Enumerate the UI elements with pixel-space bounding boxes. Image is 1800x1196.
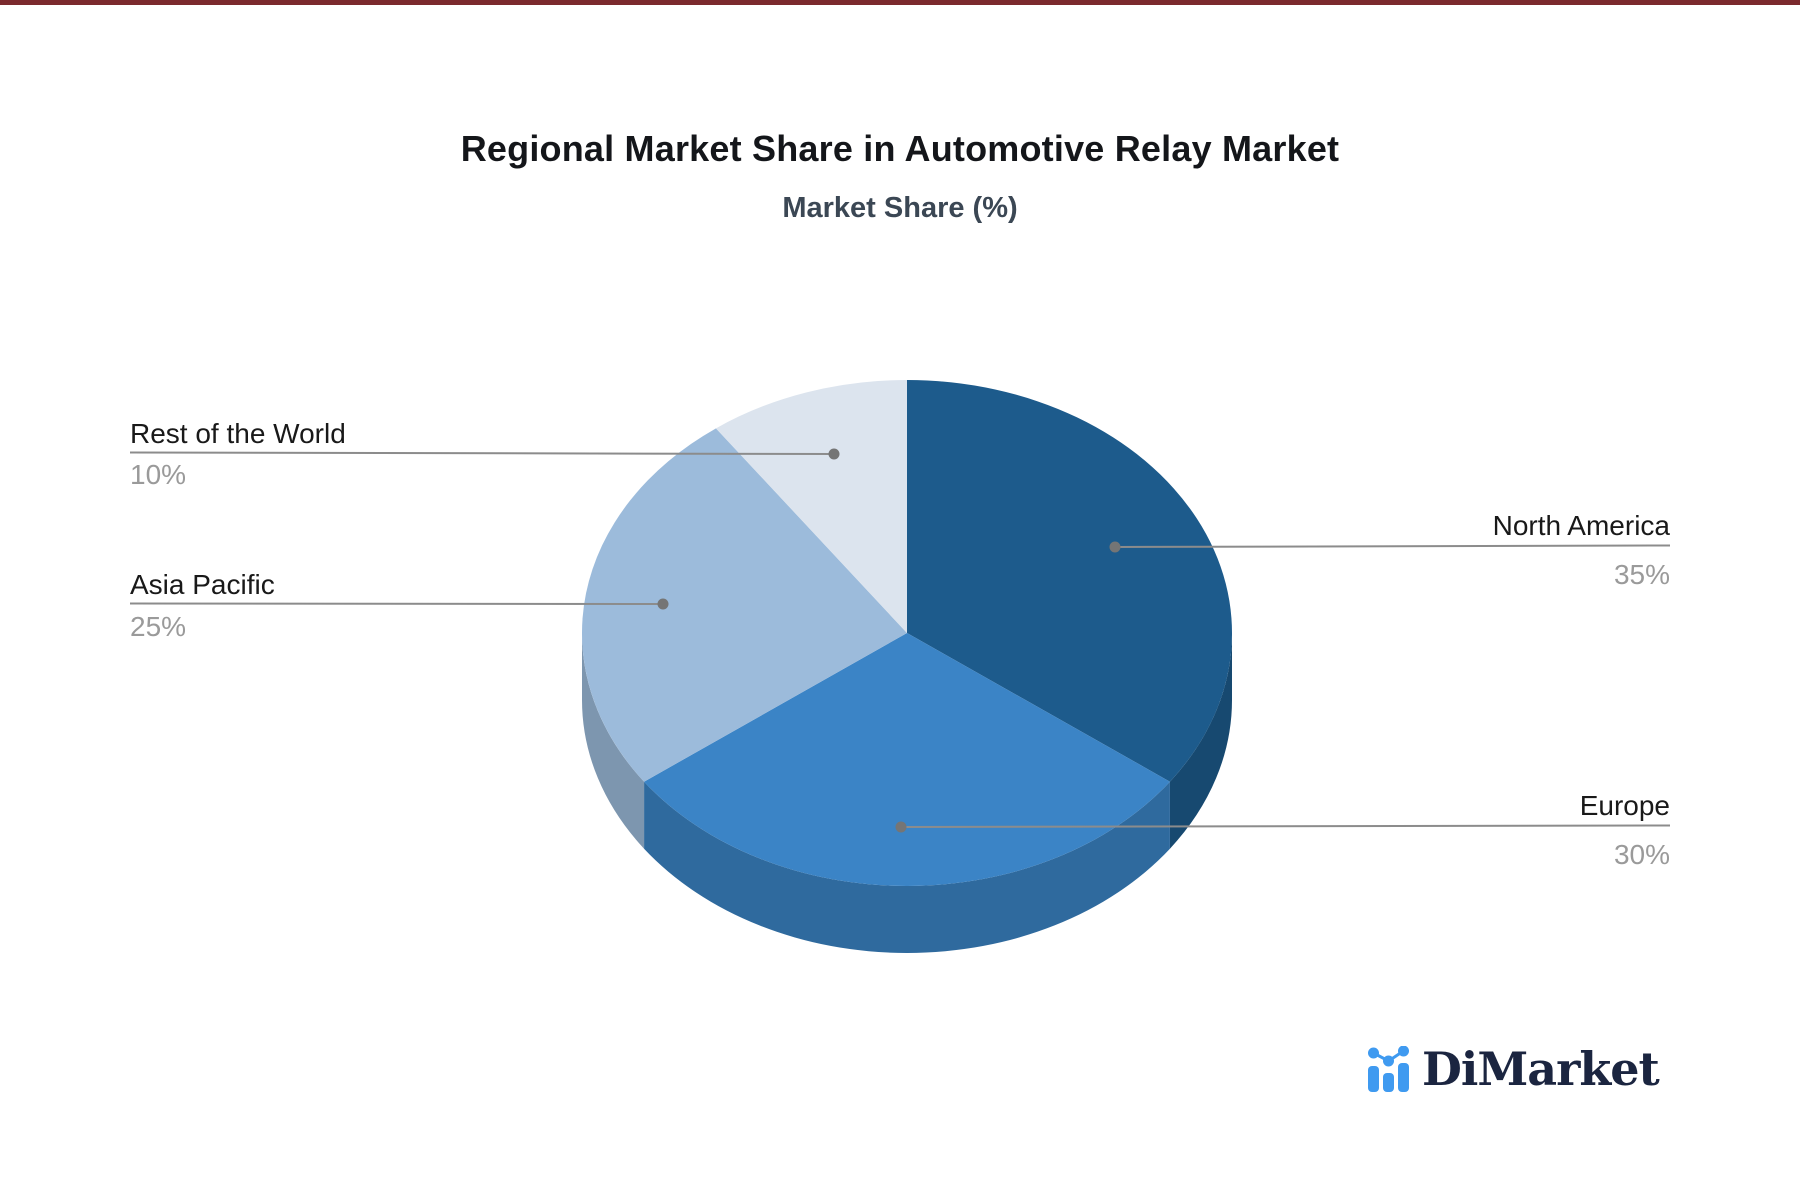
callout-dot [895,821,907,833]
pie-slice-rest-of-the-world[interactable] [715,380,907,633]
slice-value: 35% [1613,559,1670,591]
slice-callout-north-america: North America 35% [1493,511,1670,590]
slice-value: 30% [1613,839,1670,871]
pie-slice-europe[interactable] [644,633,1170,886]
top-accent-bar [0,0,1800,5]
chart-title: Regional Market Share in Automotive Rela… [460,128,1340,169]
slice-label: Asia Pacific [130,569,275,600]
callout-line [900,824,1671,828]
pie-slice-side [1169,633,1232,849]
slice-callout-europe: Europe 30% [1580,791,1670,870]
slice-callout-asia-pacific: Asia Pacific 25% [130,570,275,642]
chart-header: Regional Market Share in Automotive Rela… [0,128,1800,225]
callout-dot [1109,541,1121,553]
chart-subtitle: Market Share (%) [782,192,1018,224]
callout-dot [657,598,669,610]
slice-label: Europe [1579,790,1670,821]
callout-dot [828,448,840,460]
slice-value: 25% [130,611,187,643]
callout-line [129,451,835,455]
dimarket-logo: DiMarket [1366,1040,1660,1096]
callout-line [1114,544,1671,548]
logo-text: DiMarket [1422,1042,1660,1096]
callout-line [129,602,664,605]
pie-slice-side [644,781,1170,954]
slice-callout-rest-of-the-world: Rest of the World 10% [130,419,346,490]
pie-slice-side [582,633,645,849]
pie-slice-asia-pacific[interactable] [582,428,907,782]
pie-slice-north-america[interactable] [907,380,1232,782]
slice-value: 10% [130,459,187,491]
slice-label: North America [1492,510,1670,541]
slice-label: Rest of the World [130,418,346,449]
bar-line-chart-icon [1368,1046,1409,1092]
